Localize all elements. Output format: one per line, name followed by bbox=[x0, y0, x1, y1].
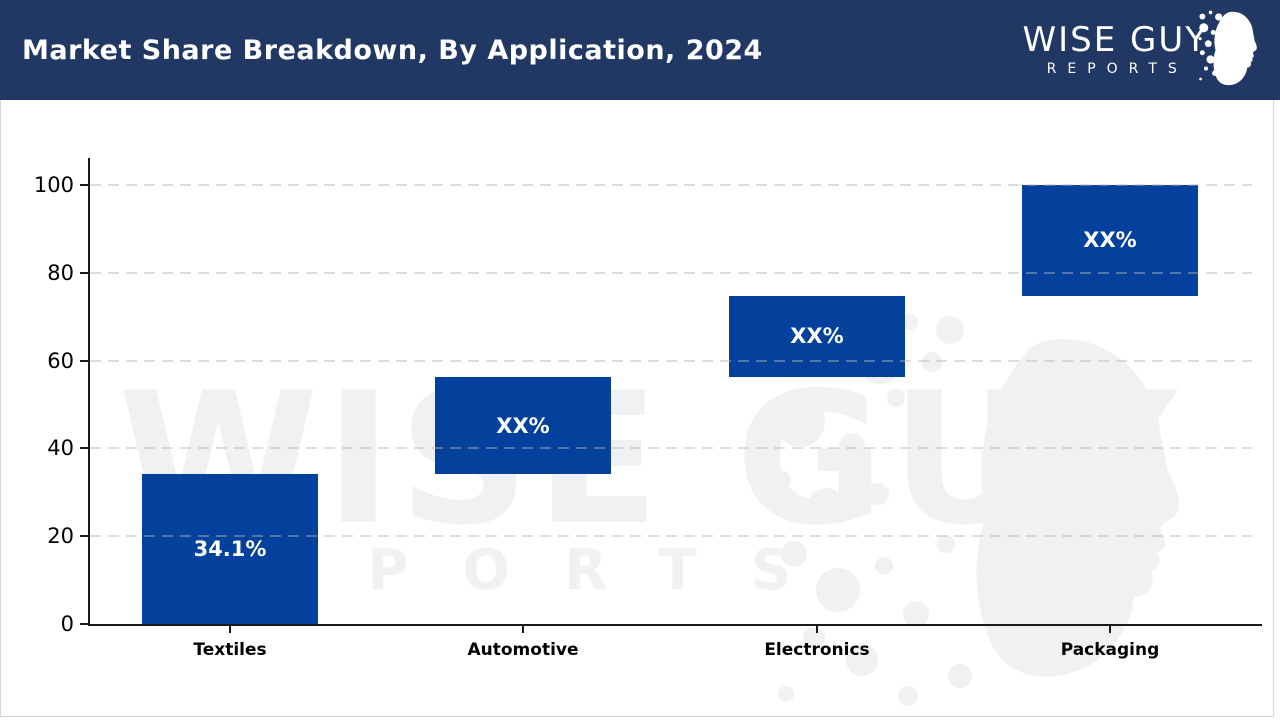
bar-value-label: XX% bbox=[790, 324, 844, 349]
x-tick-mark-3 bbox=[1109, 626, 1111, 633]
y-tick-mark-0 bbox=[80, 623, 88, 625]
y-tick-mark-20 bbox=[80, 535, 88, 538]
logo-wordmark: WISE GUY bbox=[1022, 20, 1208, 60]
bar-automotive bbox=[435, 377, 611, 475]
y-tick-label-0: 0 bbox=[60, 612, 74, 636]
y-tick-label-100: 100 bbox=[33, 173, 74, 197]
gridline-20 bbox=[90, 535, 1252, 538]
wise-guy-logo: WISE GUY REPORTS bbox=[1022, 7, 1280, 93]
x-axis-category-label: Automotive bbox=[467, 640, 579, 660]
watermark-head-icon bbox=[773, 314, 1180, 706]
gridline-60 bbox=[90, 359, 1252, 362]
logo-subtitle: REPORTS bbox=[1046, 61, 1188, 77]
y-tick-mark-100 bbox=[80, 184, 88, 186]
y-tick-label-40: 40 bbox=[47, 436, 74, 461]
y-tick-label-60: 60 bbox=[47, 348, 74, 373]
x-axis-category-label: Textiles bbox=[193, 640, 267, 660]
bar-packaging bbox=[1022, 185, 1198, 296]
y-tick-label-80: 80 bbox=[47, 260, 74, 285]
x-axis-category-label: Electronics bbox=[764, 640, 870, 660]
wise-guy-head-icon bbox=[1198, 10, 1257, 86]
bar-value-label: XX% bbox=[1083, 228, 1137, 253]
bar-textiles bbox=[142, 474, 318, 624]
y-axis-line bbox=[88, 158, 90, 625]
x-tick-mark-1 bbox=[522, 626, 524, 633]
bar-electronics bbox=[729, 295, 905, 378]
x-axis-line bbox=[88, 624, 1262, 626]
x-tick-mark-2 bbox=[816, 626, 818, 633]
page-title: Market Share Breakdown, By Application, … bbox=[22, 34, 763, 66]
header-bar: Market Share Breakdown, By Application, … bbox=[0, 0, 1280, 100]
bar-value-label: XX% bbox=[496, 413, 550, 438]
y-tick-label-20: 20 bbox=[47, 524, 74, 549]
chart-plot-area: WISE GUY REPORTS 0 20 40 60 80 100 34.1% Textil… bbox=[0, 100, 1280, 720]
gridline-80 bbox=[90, 271, 1252, 274]
x-tick-mark-0 bbox=[229, 626, 231, 633]
bar-value-label: 34.1% bbox=[193, 537, 267, 562]
gridline-40 bbox=[90, 447, 1252, 450]
x-axis-category-label: Packaging bbox=[1060, 640, 1160, 660]
gridline-100 bbox=[90, 184, 1252, 186]
y-tick-mark-80 bbox=[80, 271, 88, 274]
y-tick-mark-40 bbox=[80, 447, 88, 450]
logo-text: WISE GUY REPORTS bbox=[1022, 23, 1208, 77]
y-tick-mark-60 bbox=[80, 359, 88, 362]
